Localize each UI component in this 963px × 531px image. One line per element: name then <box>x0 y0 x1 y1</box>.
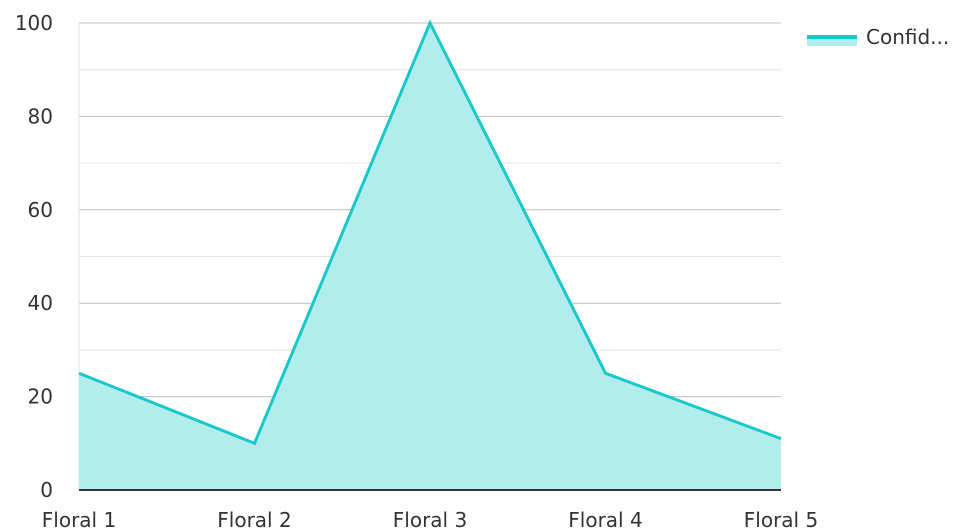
x-tick-label: Floral 3 <box>393 508 467 531</box>
x-tick-label: Floral 4 <box>568 508 642 531</box>
y-tick-label: 60 <box>28 198 53 222</box>
series-area-group <box>78 19 782 491</box>
y-tick-label: 100 <box>15 11 53 35</box>
y-tick-label: 80 <box>28 104 53 128</box>
y-axis: 0 20 40 60 80 100 <box>15 11 53 502</box>
y-tick-label: 0 <box>40 478 53 502</box>
legend[interactable]: Confid... <box>807 25 949 49</box>
x-tick-label: Floral 2 <box>217 508 291 531</box>
x-tick-label: Floral 5 <box>744 508 818 531</box>
y-tick-label: 20 <box>28 385 53 409</box>
y-tick-label: 40 <box>28 291 53 315</box>
x-tick-label: Floral 1 <box>42 508 116 531</box>
legend-swatch <box>807 36 857 46</box>
legend-label: Confid... <box>866 25 949 49</box>
x-axis: Floral 1 Floral 2 Floral 3 Floral 4 Floral 5 <box>42 508 818 531</box>
